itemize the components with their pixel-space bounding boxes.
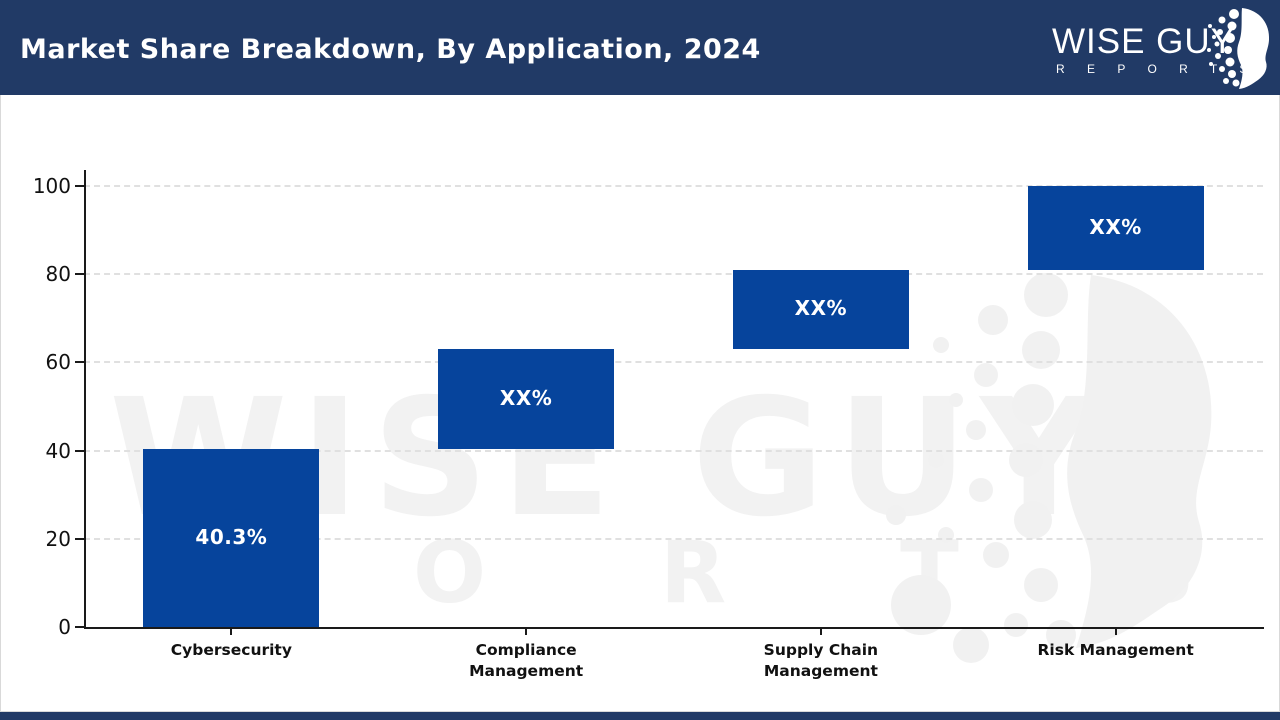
x-axis-tick	[230, 627, 233, 635]
bar-value-label: XX%	[499, 386, 553, 411]
brand-name: WISE GUY	[1052, 22, 1236, 61]
gridline	[84, 361, 1263, 364]
y-axis-tick-label: 80	[45, 262, 71, 287]
x-axis-tick	[819, 627, 822, 635]
x-axis-category-label: Compliance Management	[469, 641, 584, 680]
bar-segment	[438, 349, 615, 450]
bar-segment	[732, 269, 909, 350]
y-axis-tick-label: 0	[58, 615, 71, 639]
y-axis-tick	[75, 361, 84, 364]
chart-area: WISE GUY P O R T S 0 20 40 60 80 100 40.3% Cybe…	[0, 95, 1280, 712]
y-axis-line	[84, 170, 86, 629]
brand-subtitle: R E P O R T S	[1056, 62, 1257, 76]
bar-value-label: XX%	[1089, 214, 1142, 239]
gridline	[84, 185, 1263, 187]
y-axis-tick	[75, 626, 84, 628]
x-axis-category-label: Cybersecurity	[170, 641, 292, 659]
y-axis-tick-label: 40	[45, 438, 71, 463]
x-axis-category-label: Risk Management	[1037, 641, 1194, 659]
footer-bar	[0, 712, 1280, 720]
gridline	[84, 273, 1263, 276]
y-axis-tick	[75, 185, 84, 187]
header-bar: Market Share Breakdown, By Application, …	[0, 0, 1280, 95]
y-axis-tick	[75, 449, 84, 452]
bar-segment	[143, 449, 320, 627]
brand-face-icon	[1207, 8, 1270, 89]
x-axis-tick	[1114, 627, 1117, 635]
gridline	[84, 449, 1263, 452]
y-axis-tick-label: 20	[45, 526, 71, 551]
y-axis-tick	[75, 273, 84, 276]
chart-title: Market Share Breakdown, By Application, …	[20, 34, 761, 65]
bar-value-label: XX%	[794, 296, 848, 321]
y-axis-tick-label: 60	[45, 350, 71, 375]
brand-logo: WISE GUY R E P O R T S	[1022, 6, 1272, 90]
x-axis-tick	[525, 627, 528, 635]
y-axis-tick	[75, 537, 84, 540]
bar-segment	[1027, 186, 1204, 270]
y-axis-tick-label: 100	[32, 174, 71, 198]
x-axis-line	[84, 627, 1264, 629]
brand-logo-text: WISE GUY R E P O R T S	[1052, 24, 1257, 76]
bar-value-label: 40.3%	[195, 525, 268, 550]
gridline	[84, 537, 1263, 540]
x-axis-category-label: Supply Chain Management	[763, 641, 879, 680]
